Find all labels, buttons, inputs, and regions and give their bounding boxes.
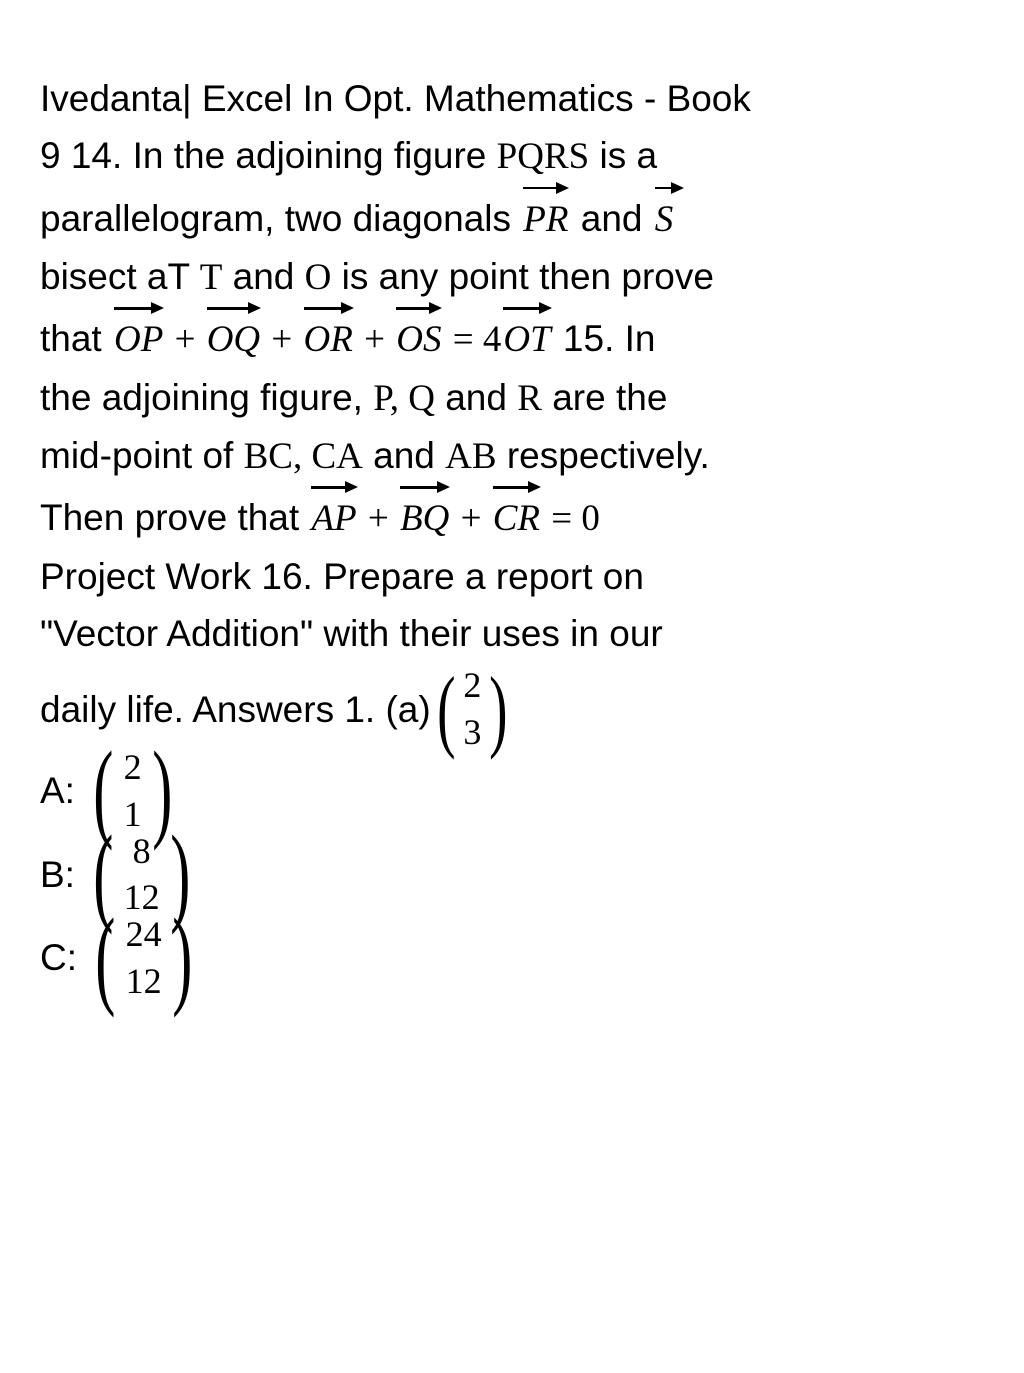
- text-frag: are the: [542, 377, 667, 418]
- text-frag: and: [222, 256, 304, 297]
- line-9: Project Work 16. Prepare a report on: [40, 548, 984, 605]
- paren-right: ): [152, 744, 172, 838]
- line-7: mid-point of BC, CA and AB respectively.: [40, 427, 984, 485]
- math-AB: AB: [445, 436, 496, 477]
- line-1: Ivedanta| Excel In Opt. Mathematics - Bo…: [40, 70, 984, 127]
- line-10: "Vector Addition" with their uses in our: [40, 605, 984, 662]
- text-frag: the adjoining figure,: [40, 377, 373, 418]
- vector-s: S: [653, 191, 685, 248]
- vec-bot: 3: [463, 709, 481, 756]
- vector-op: OP: [112, 311, 165, 368]
- question-body: Ivedanta| Excel In Opt. Mathematics - Bo…: [40, 70, 984, 1005]
- math-T: T: [200, 257, 223, 298]
- text-frag: and: [363, 435, 445, 476]
- equals: =: [443, 319, 482, 360]
- line-8: Then prove that AP + BQ + CR = 0: [40, 489, 984, 547]
- vector-bq: BQ: [398, 490, 451, 547]
- text-frag: is any point then prove: [331, 256, 714, 297]
- answer-label-c: C:: [40, 929, 87, 986]
- paren-left: (: [95, 911, 115, 1005]
- vector-label: OT: [503, 319, 550, 360]
- vec-top: 8: [133, 828, 151, 875]
- plus: +: [359, 498, 398, 539]
- vector-label: CR: [493, 498, 540, 539]
- paren-right: ): [172, 911, 192, 1005]
- vec-top: 2: [124, 744, 142, 791]
- vector-cr: CR: [491, 490, 542, 547]
- vector-oq: OQ: [205, 311, 262, 368]
- answer-label-b: B:: [40, 846, 85, 903]
- vec-bot: 12: [126, 958, 162, 1005]
- text-frag: Then prove that: [40, 497, 309, 538]
- text-frag: that: [40, 318, 112, 359]
- math-R: R: [517, 378, 542, 419]
- math-pqrs: PQRS: [497, 136, 590, 177]
- math-BCCA: BC, CA: [244, 436, 363, 477]
- plus: +: [165, 319, 204, 360]
- plus: +: [262, 319, 301, 360]
- vector-label: PR: [523, 199, 568, 240]
- math-O: O: [305, 257, 332, 298]
- paren-right: ): [489, 670, 507, 748]
- vector-label: BQ: [400, 498, 449, 539]
- zero: 0: [581, 498, 600, 539]
- line-5: that OP + OQ + OR + OS = 4OT 15. In: [40, 310, 984, 368]
- line-4: bisect aT T and O is any point then prov…: [40, 248, 984, 306]
- text-frag: and: [435, 377, 517, 418]
- vector-pr: PR: [521, 191, 570, 248]
- plus: +: [355, 319, 394, 360]
- line-11: daily life. Answers 1. (a) ( 2 3 ): [40, 662, 984, 756]
- text-frag: bisect aT: [40, 256, 200, 297]
- vector-os: OS: [394, 311, 443, 368]
- text-frag: 9 14. In the adjoining figure: [40, 135, 497, 176]
- vector-label: AP: [311, 498, 356, 539]
- line-2: 9 14. In the adjoining figure PQRS is a: [40, 127, 984, 185]
- four: 4: [483, 319, 502, 360]
- equals: =: [542, 498, 581, 539]
- column-vector-c: ( 24 12 ): [87, 911, 200, 1005]
- vector-label: OP: [114, 319, 163, 360]
- vector-label: OS: [396, 319, 441, 360]
- vec-top: 24: [126, 911, 162, 958]
- paren-left: (: [437, 670, 455, 748]
- math-PQ: P, Q: [373, 378, 435, 419]
- text-frag: is a: [589, 135, 657, 176]
- column-vector-inline: ( 2 3 ): [431, 662, 514, 756]
- vector-ot: OT: [501, 311, 552, 368]
- line-3: parallelogram, two diagonals PR and S: [40, 190, 984, 248]
- text-frag: parallelogram, two diagonals: [40, 198, 521, 239]
- vec-top: 2: [463, 662, 481, 709]
- answer-c: C: ( 24 12 ): [40, 911, 984, 1005]
- vec-col: 2 3: [461, 662, 483, 756]
- text-frag: respectively.: [497, 435, 710, 476]
- line-6: the adjoining figure, P, Q and R are the: [40, 369, 984, 427]
- vector-label: S: [655, 199, 674, 240]
- vector-label: OQ: [207, 319, 260, 360]
- vector-ap: AP: [309, 490, 358, 547]
- text-frag: and: [570, 198, 652, 239]
- vec-col: 2 1: [122, 744, 144, 838]
- vector-label: OR: [304, 319, 353, 360]
- vector-or: OR: [302, 311, 355, 368]
- text-frag: mid-point of: [40, 435, 244, 476]
- plus: +: [451, 498, 490, 539]
- vec-col: 24 12: [124, 911, 164, 1005]
- text-frag: 15. In: [553, 318, 656, 359]
- answer-label-a: A:: [40, 762, 85, 819]
